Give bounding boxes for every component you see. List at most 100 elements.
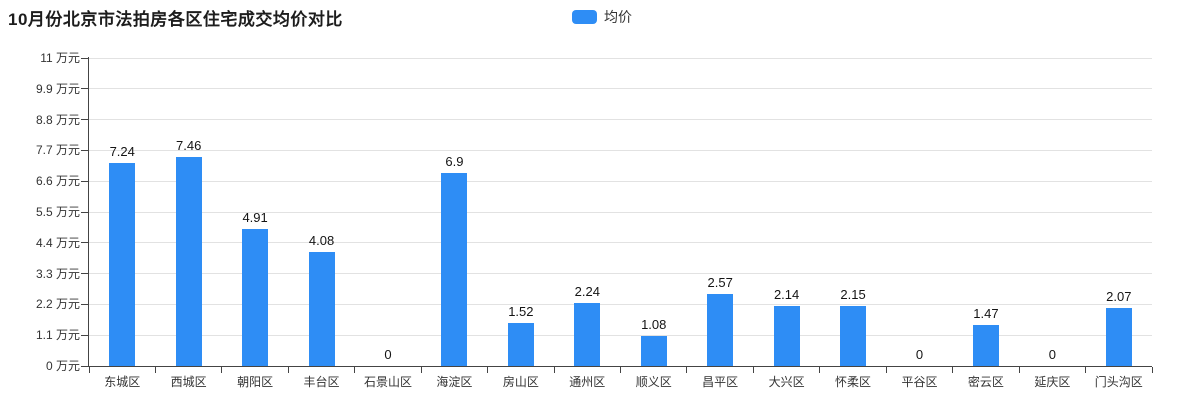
x-axis-tick bbox=[88, 367, 90, 373]
x-axis-tick bbox=[487, 367, 489, 373]
y-axis-label: 6.6 万元 bbox=[35, 174, 80, 189]
x-axis-category-label: 房山区 bbox=[502, 375, 539, 389]
gridline bbox=[89, 180, 1152, 182]
y-axis-label: 9.9 万元 bbox=[35, 81, 80, 96]
bar-9[interactable] bbox=[707, 294, 734, 366]
chart-title: 10月份北京市法拍房各区住宅成交均价对比 bbox=[8, 10, 343, 29]
gridline bbox=[89, 88, 1152, 90]
x-axis-tick bbox=[686, 367, 688, 373]
bar-value-label: 4.91 bbox=[242, 209, 268, 225]
bar-15[interactable] bbox=[1105, 308, 1132, 366]
x-axis-tick bbox=[1085, 367, 1087, 373]
bar-value-label: 0 bbox=[915, 347, 924, 362]
y-axis-tick bbox=[81, 273, 88, 275]
gridline bbox=[89, 149, 1152, 151]
y-axis-label: 4.4 万元 bbox=[35, 235, 80, 250]
x-axis-category-label: 丰台区 bbox=[303, 375, 340, 389]
bar-value-label: 7.24 bbox=[109, 144, 135, 160]
bar-value-label: 1.47 bbox=[973, 305, 999, 321]
legend-swatch bbox=[572, 10, 597, 24]
x-axis-category-label: 门头沟区 bbox=[1094, 375, 1143, 389]
x-axis-tick bbox=[952, 367, 954, 373]
x-axis-category-label: 怀柔区 bbox=[835, 375, 872, 389]
x-axis-tick bbox=[154, 367, 156, 373]
x-axis-category-label: 西城区 bbox=[170, 375, 207, 389]
x-axis-category-label: 顺义区 bbox=[635, 375, 672, 389]
y-axis-tick bbox=[81, 303, 88, 305]
y-axis-label: 7.7 万元 bbox=[35, 143, 80, 158]
y-axis-tick bbox=[81, 119, 88, 121]
y-axis-label: 2.2 万元 bbox=[35, 297, 80, 312]
y-axis-tick bbox=[81, 149, 88, 151]
gridline bbox=[89, 334, 1152, 336]
bar-0[interactable] bbox=[109, 163, 136, 366]
x-axis-tick bbox=[620, 367, 621, 373]
x-axis-tick bbox=[1018, 367, 1020, 373]
y-axis-label: 0 万元 bbox=[45, 359, 80, 373]
x-axis-tick bbox=[420, 367, 422, 373]
x-axis-tick bbox=[819, 367, 821, 373]
gridline bbox=[89, 211, 1152, 213]
x-axis-category-label: 密云区 bbox=[967, 375, 1004, 389]
x-axis-tick bbox=[354, 367, 356, 373]
bar-value-label: 2.07 bbox=[1106, 289, 1132, 305]
x-axis-tick bbox=[752, 367, 754, 373]
x-axis-tick bbox=[221, 367, 223, 373]
y-axis-tick bbox=[81, 88, 88, 90]
bar-value-label: 2.14 bbox=[773, 287, 800, 303]
y-axis-label: 11 万元 bbox=[40, 51, 80, 65]
bar-value-label: 0 bbox=[1048, 347, 1056, 362]
bar-11[interactable] bbox=[840, 305, 867, 366]
bar-value-label: 2.57 bbox=[707, 275, 733, 291]
y-axis-label: 1.1 万元 bbox=[35, 328, 80, 343]
x-axis-category-label: 东城区 bbox=[104, 375, 141, 389]
bar-value-label: 7.46 bbox=[176, 138, 202, 154]
bar-value-label: 1.08 bbox=[641, 316, 667, 332]
bar-value-label: 1.52 bbox=[508, 304, 534, 320]
x-axis-category-label: 平谷区 bbox=[901, 375, 938, 389]
y-axis-tick bbox=[81, 211, 88, 213]
bar-value-label: 0 bbox=[384, 347, 392, 362]
bar-6[interactable] bbox=[507, 323, 534, 366]
x-axis-line bbox=[88, 366, 1152, 367]
x-axis-category-label: 石景山区 bbox=[363, 375, 412, 389]
y-axis-label: 8.8 万元 bbox=[35, 112, 80, 127]
gridline bbox=[89, 273, 1152, 275]
bar-7[interactable] bbox=[574, 303, 601, 366]
bar-value-label: 4.08 bbox=[308, 232, 335, 248]
x-axis-category-label: 延庆区 bbox=[1034, 375, 1071, 389]
y-axis-tick bbox=[81, 180, 88, 182]
x-axis-tick bbox=[1151, 367, 1153, 373]
x-axis-category-label: 昌平区 bbox=[702, 375, 739, 389]
gridline bbox=[89, 242, 1152, 244]
y-axis-label: 3.3 万元 bbox=[35, 266, 80, 281]
legend-item-avg-price[interactable]: 均价 bbox=[572, 7, 632, 27]
x-axis-tick bbox=[553, 367, 555, 373]
bar-value-label: 6.9 bbox=[445, 153, 464, 169]
x-axis-tick bbox=[885, 367, 887, 373]
y-axis-line bbox=[88, 57, 89, 366]
y-axis-label: 5.5 万元 bbox=[35, 205, 80, 219]
gridline bbox=[89, 303, 1152, 305]
bar-2[interactable] bbox=[242, 228, 269, 366]
gridline bbox=[89, 57, 1152, 59]
x-axis-category-label: 大兴区 bbox=[768, 375, 805, 389]
x-axis-category-label: 朝阳区 bbox=[237, 375, 274, 389]
bar-1[interactable] bbox=[175, 157, 202, 366]
bar-8[interactable] bbox=[640, 335, 667, 366]
legend-label: 均价 bbox=[604, 9, 632, 25]
x-axis-category-label: 通州区 bbox=[569, 375, 606, 389]
y-axis-tick bbox=[81, 365, 88, 367]
bar-13[interactable] bbox=[972, 324, 999, 366]
x-axis-category-label: 海淀区 bbox=[436, 375, 473, 389]
bar-10[interactable] bbox=[773, 306, 800, 366]
bar-5[interactable] bbox=[441, 172, 468, 366]
y-axis-tick bbox=[81, 242, 88, 244]
bar-3[interactable] bbox=[308, 251, 335, 366]
gridline bbox=[89, 119, 1152, 121]
bar-value-label: 2.24 bbox=[574, 284, 600, 300]
y-axis-tick bbox=[81, 334, 88, 336]
x-axis-tick bbox=[287, 367, 289, 373]
y-axis-tick bbox=[81, 57, 88, 59]
